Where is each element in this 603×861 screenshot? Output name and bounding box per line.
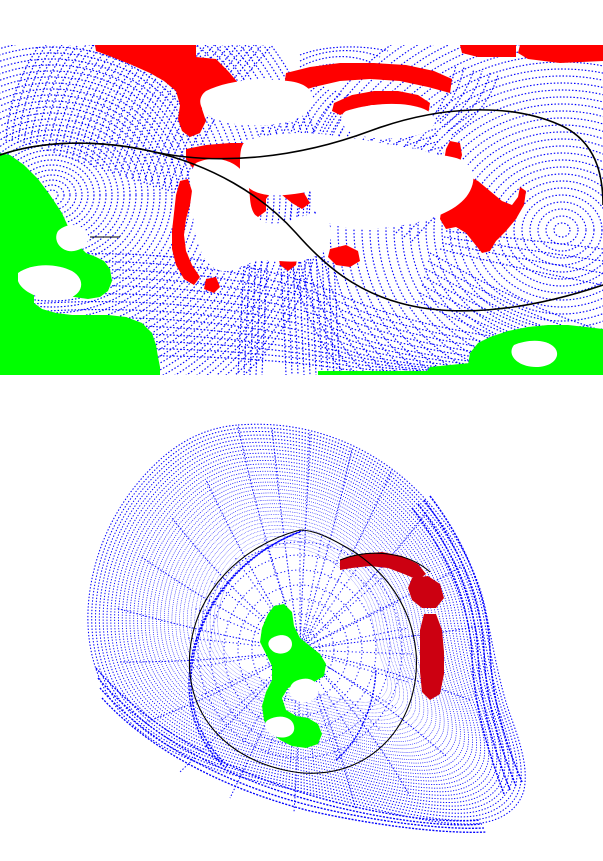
upper-panel-svg: [0, 45, 603, 375]
panel-upper-contour-map: [0, 45, 603, 375]
boundary-curve-black: [0, 109, 603, 312]
lower-panel-svg: [87, 423, 526, 833]
region-green-fill-lower: [260, 604, 326, 748]
panel-lower-warped-surface: [0, 400, 603, 850]
white-interior-region: [191, 79, 474, 272]
region-green-fill: [0, 153, 603, 375]
region-red-arc-lower: [340, 552, 444, 700]
inner-disc-boundary-black: [188, 529, 431, 774]
surface-contour-field: [87, 423, 526, 833]
